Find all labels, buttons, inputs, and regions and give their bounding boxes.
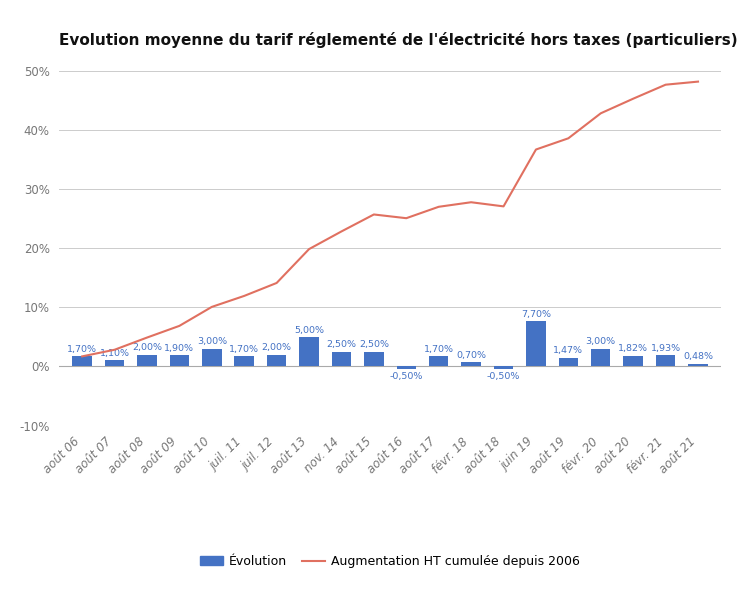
- Text: 2,50%: 2,50%: [326, 340, 357, 349]
- Text: 1,10%: 1,10%: [100, 349, 129, 358]
- Text: 1,70%: 1,70%: [67, 345, 97, 354]
- Legend: Évolution, Augmentation HT cumulée depuis 2006: Évolution, Augmentation HT cumulée depui…: [195, 550, 585, 573]
- Text: 2,00%: 2,00%: [262, 343, 291, 352]
- Bar: [559, 358, 578, 366]
- Text: 1,70%: 1,70%: [229, 345, 259, 354]
- Text: 1,70%: 1,70%: [424, 345, 454, 354]
- Bar: [397, 366, 416, 369]
- Bar: [235, 356, 254, 366]
- Bar: [688, 363, 708, 366]
- Bar: [623, 356, 643, 366]
- Bar: [72, 356, 92, 366]
- Bar: [364, 352, 383, 366]
- Bar: [105, 360, 124, 366]
- Text: -0,50%: -0,50%: [389, 372, 423, 381]
- Bar: [494, 366, 513, 369]
- Text: 0,48%: 0,48%: [683, 352, 713, 361]
- Text: 2,50%: 2,50%: [359, 340, 389, 349]
- Text: 1,90%: 1,90%: [164, 344, 195, 353]
- Text: 0,70%: 0,70%: [456, 351, 486, 360]
- Text: Evolution moyenne du tarif réglementé de l'électricité hors taxes (particuliers): Evolution moyenne du tarif réglementé de…: [59, 33, 738, 48]
- Bar: [202, 349, 221, 366]
- Bar: [169, 355, 189, 366]
- Text: 3,00%: 3,00%: [197, 337, 227, 346]
- Bar: [429, 356, 449, 366]
- Bar: [526, 321, 545, 366]
- Text: 1,47%: 1,47%: [554, 346, 583, 355]
- Bar: [267, 355, 286, 366]
- Text: 3,00%: 3,00%: [585, 337, 616, 346]
- Bar: [137, 355, 157, 366]
- Bar: [656, 355, 675, 366]
- Text: 1,93%: 1,93%: [651, 343, 681, 353]
- Text: 2,00%: 2,00%: [132, 343, 162, 352]
- Text: 1,82%: 1,82%: [618, 345, 648, 353]
- Bar: [299, 337, 319, 366]
- Bar: [591, 349, 611, 366]
- Bar: [461, 362, 481, 366]
- Text: 5,00%: 5,00%: [294, 326, 324, 335]
- Bar: [331, 352, 351, 366]
- Text: -0,50%: -0,50%: [487, 372, 520, 381]
- Text: 7,70%: 7,70%: [521, 310, 551, 319]
